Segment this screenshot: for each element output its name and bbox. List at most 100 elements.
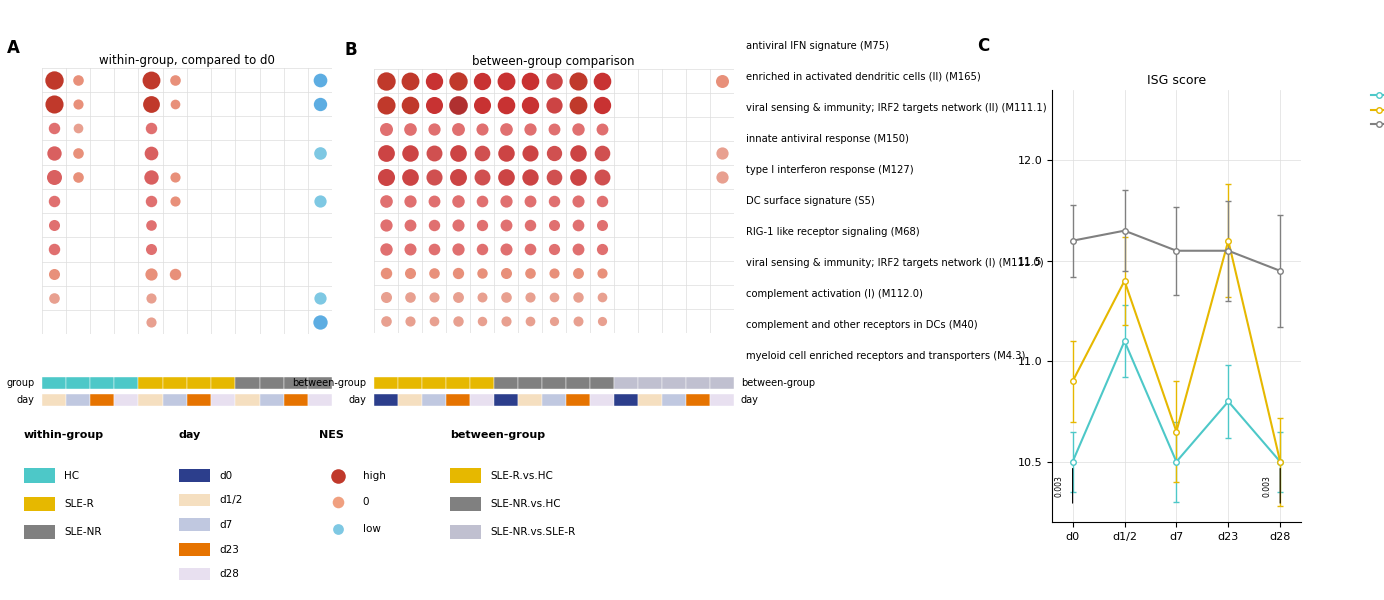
Point xyxy=(309,293,331,302)
Bar xyxy=(235,394,260,406)
Point xyxy=(543,172,565,182)
Point xyxy=(447,292,469,302)
Bar xyxy=(42,377,65,389)
Point xyxy=(566,244,588,254)
Text: day: day xyxy=(349,395,367,405)
Legend: HC, SLE-R, SLE-NR: HC, SLE-R, SLE-NR xyxy=(1367,86,1384,134)
Point xyxy=(710,172,732,182)
Point xyxy=(447,220,469,230)
Point xyxy=(140,75,162,85)
Bar xyxy=(710,394,734,406)
Bar xyxy=(469,377,494,389)
Point xyxy=(309,100,331,109)
Point xyxy=(591,172,613,182)
Point xyxy=(163,196,185,206)
Point xyxy=(327,524,349,534)
Point xyxy=(375,148,397,158)
Point xyxy=(375,316,397,326)
Bar xyxy=(446,377,469,389)
Point xyxy=(399,76,421,86)
Point xyxy=(519,172,541,182)
Text: complement activation (I) (M112.0): complement activation (I) (M112.0) xyxy=(746,289,923,299)
Bar xyxy=(307,377,332,389)
Point xyxy=(375,220,397,230)
Point xyxy=(43,196,65,206)
Point xyxy=(519,268,541,278)
Bar xyxy=(446,394,469,406)
Point xyxy=(591,76,613,86)
Bar xyxy=(685,377,710,389)
Point xyxy=(471,220,493,230)
Bar xyxy=(163,394,187,406)
Point xyxy=(471,316,493,326)
Point xyxy=(494,196,516,206)
Bar xyxy=(187,394,210,406)
Point xyxy=(471,268,493,278)
Text: group: group xyxy=(6,378,35,388)
Text: B: B xyxy=(345,41,357,59)
Bar xyxy=(613,394,638,406)
Bar xyxy=(662,377,685,389)
Point xyxy=(543,292,565,302)
Bar xyxy=(397,377,422,389)
Text: d7: d7 xyxy=(219,520,233,530)
Point xyxy=(163,269,185,278)
Bar xyxy=(685,394,710,406)
Point xyxy=(399,220,421,230)
Point xyxy=(140,245,162,254)
Bar xyxy=(662,394,685,406)
Point xyxy=(163,172,185,182)
Bar xyxy=(90,377,113,389)
Text: d1/2: d1/2 xyxy=(219,495,242,505)
Point xyxy=(399,100,421,110)
Bar xyxy=(450,525,480,539)
Point xyxy=(140,124,162,133)
Point xyxy=(566,292,588,302)
Point xyxy=(566,220,588,230)
Point xyxy=(447,244,469,254)
Point xyxy=(422,220,444,230)
Point xyxy=(43,293,65,302)
Text: 0: 0 xyxy=(363,497,370,507)
Bar xyxy=(613,377,638,389)
Point xyxy=(471,100,493,110)
Text: SLE-R.vs.HC: SLE-R.vs.HC xyxy=(490,470,554,481)
Point xyxy=(422,124,444,134)
Point xyxy=(543,316,565,326)
Text: high: high xyxy=(363,470,386,481)
Bar xyxy=(113,377,138,389)
Text: d0: d0 xyxy=(219,470,233,481)
Point xyxy=(591,196,613,206)
Point xyxy=(591,124,613,134)
Text: between-group: between-group xyxy=(292,378,367,388)
Point xyxy=(494,124,516,134)
Bar xyxy=(179,568,209,580)
Point xyxy=(375,76,397,86)
Point xyxy=(519,220,541,230)
Point xyxy=(140,172,162,182)
Point xyxy=(399,316,421,326)
Bar xyxy=(590,394,613,406)
Point xyxy=(327,471,349,481)
Point xyxy=(471,244,493,254)
Bar xyxy=(113,394,138,406)
Bar xyxy=(541,377,566,389)
Bar xyxy=(450,497,480,511)
Point xyxy=(494,76,516,86)
Point xyxy=(163,75,185,85)
Text: RIG-1 like receptor signaling (M68): RIG-1 like receptor signaling (M68) xyxy=(746,227,919,237)
Bar xyxy=(566,394,590,406)
Text: within-group: within-group xyxy=(24,430,104,440)
Point xyxy=(519,316,541,326)
Text: viral sensing & immunity; IRF2 targets network (I) (M111.0): viral sensing & immunity; IRF2 targets n… xyxy=(746,258,1044,268)
Point xyxy=(375,244,397,254)
Point xyxy=(399,196,421,206)
Point xyxy=(422,268,444,278)
Point xyxy=(66,124,89,133)
Point xyxy=(66,172,89,182)
Bar xyxy=(307,394,332,406)
Point xyxy=(591,268,613,278)
Point xyxy=(591,220,613,230)
Bar xyxy=(590,377,613,389)
Text: antiviral IFN signature (M75): antiviral IFN signature (M75) xyxy=(746,41,889,50)
